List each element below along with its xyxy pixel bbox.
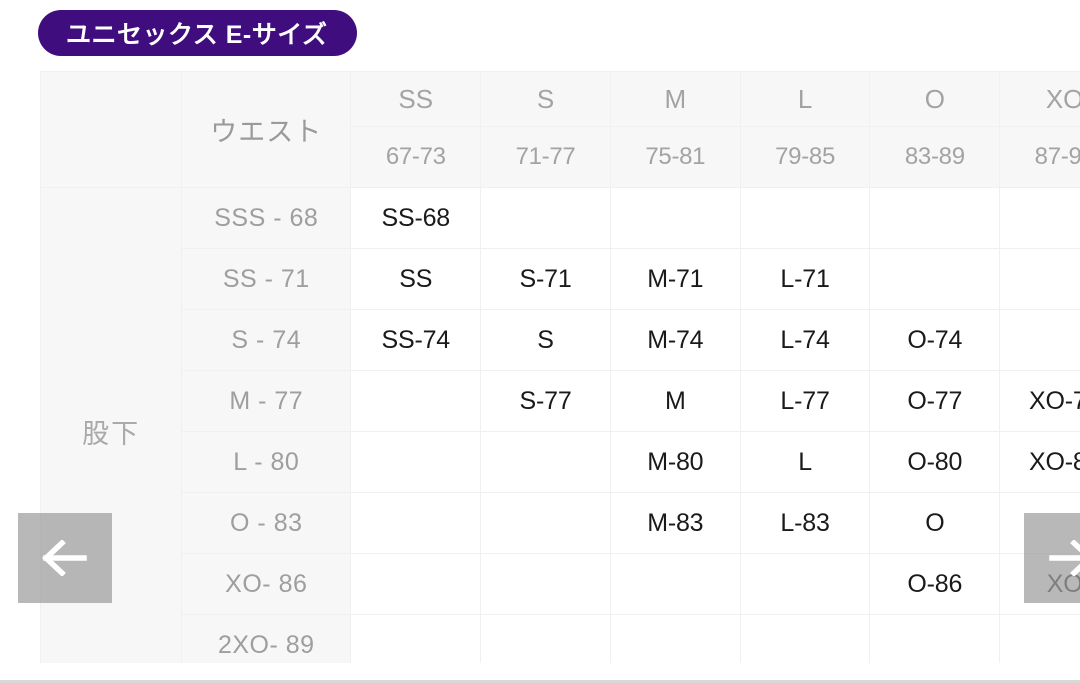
- next-slide-button[interactable]: [1024, 513, 1080, 603]
- size-cell: [480, 492, 611, 554]
- size-cell: [350, 614, 482, 663]
- size-cell: M-80: [609, 431, 741, 493]
- row-label: SSS - 68: [181, 187, 352, 249]
- size-cell: [999, 309, 1080, 371]
- size-cell: XO-80: [999, 431, 1080, 493]
- row-label: 2XO- 89: [181, 614, 352, 663]
- header-size-l: L: [739, 71, 871, 127]
- size-table: ウエスト SS S M L O XO 67-73 71-77 75-81 79-…: [40, 71, 1080, 663]
- size-cell: L-74: [739, 309, 871, 371]
- size-cell: [869, 248, 1001, 310]
- size-table-head: ウエスト SS S M L O XO 67-73 71-77 75-81 79-…: [40, 71, 1080, 188]
- size-table-scroll-area[interactable]: ウエスト SS S M L O XO 67-73 71-77 75-81 79-…: [40, 71, 1080, 663]
- table-row: M - 77 S-77 M L-77 O-77 XO-77: [41, 370, 1080, 432]
- arrow-left-icon: [40, 540, 90, 576]
- size-cell: [350, 553, 482, 615]
- header-range-m: 75-81: [609, 126, 741, 188]
- size-cell: [869, 614, 1001, 663]
- header-size-ss: SS: [350, 71, 482, 127]
- size-cell: L: [739, 431, 871, 493]
- size-cell: [480, 614, 611, 663]
- size-cell: [480, 553, 611, 615]
- size-cell: [609, 187, 741, 249]
- table-row: L - 80 M-80 L O-80 XO-80: [41, 431, 1080, 493]
- arrow-right-icon: [1046, 540, 1080, 576]
- table-row: S - 74 SS-74 S M-74 L-74 O-74: [41, 309, 1080, 371]
- table-row: XO- 86 O-86 XO: [41, 553, 1080, 615]
- previous-slide-button[interactable]: [18, 513, 112, 603]
- side-header-inseam: 股下: [40, 187, 183, 663]
- size-cell: S: [480, 309, 611, 371]
- size-cell: [999, 187, 1080, 249]
- size-cell: S-71: [480, 248, 611, 310]
- size-cell: [999, 614, 1080, 663]
- size-cell: M-83: [609, 492, 741, 554]
- table-row: SS - 71 SS S-71 M-71 L-71: [41, 248, 1080, 310]
- size-cell: [739, 614, 871, 663]
- header-size-m: M: [609, 71, 741, 127]
- header-waist-label: ウエスト: [181, 71, 352, 188]
- size-cell: [609, 614, 741, 663]
- size-cell: L-83: [739, 492, 871, 554]
- size-cell: M-71: [609, 248, 741, 310]
- size-cell: SS: [350, 248, 482, 310]
- header-range-s: 71-77: [480, 126, 611, 188]
- size-cell: O-74: [869, 309, 1001, 371]
- size-cell: SS-68: [350, 187, 482, 249]
- size-cell: M: [609, 370, 741, 432]
- row-label: XO- 86: [181, 553, 352, 615]
- size-cell: [350, 370, 482, 432]
- bottom-divider: [0, 680, 1080, 683]
- row-label: M - 77: [181, 370, 352, 432]
- header-range-l: 79-85: [739, 126, 871, 188]
- size-cell: [999, 248, 1080, 310]
- row-label: O - 83: [181, 492, 352, 554]
- size-chart-title-badge: ユニセックス E-サイズ: [38, 10, 358, 56]
- size-cell: SS-74: [350, 309, 482, 371]
- size-cell: [739, 553, 871, 615]
- table-row: O - 83 M-83 L-83 O: [41, 492, 1080, 554]
- size-cell: L-71: [739, 248, 871, 310]
- size-cell: [869, 187, 1001, 249]
- size-cell: O-86: [869, 553, 1001, 615]
- header-size-xo: XO: [999, 71, 1080, 127]
- size-cell: O-77: [869, 370, 1001, 432]
- table-row: 2XO- 89: [41, 614, 1080, 663]
- row-label: SS - 71: [181, 248, 352, 310]
- size-cell: [350, 431, 482, 493]
- size-table-body: 股下 SSS - 68 SS-68 SS - 71 SS S-71 M-71 L…: [40, 187, 1080, 663]
- header-range-ss: 67-73: [350, 126, 482, 188]
- size-cell: XO-77: [999, 370, 1080, 432]
- size-cell: S-77: [480, 370, 611, 432]
- header-corner-blank: [40, 71, 183, 188]
- size-cell: O: [869, 492, 1001, 554]
- table-row: 股下 SSS - 68 SS-68: [40, 187, 1080, 663]
- row-label: L - 80: [181, 431, 352, 493]
- size-cell: [480, 431, 611, 493]
- header-row-waist-ranges: 67-73 71-77 75-81 79-85 83-89 87-93: [41, 126, 1080, 188]
- header-size-o: O: [869, 71, 1001, 127]
- size-cell: O-80: [869, 431, 1001, 493]
- header-range-o: 83-89: [869, 126, 1001, 188]
- size-cell: [609, 553, 741, 615]
- size-cell: L-77: [739, 370, 871, 432]
- size-cell: [480, 187, 611, 249]
- header-row-size-names: ウエスト SS S M L O XO: [40, 71, 1080, 188]
- size-cell: [739, 187, 871, 249]
- size-cell: [350, 492, 482, 554]
- size-cell: M-74: [609, 309, 741, 371]
- header-range-xo: 87-93: [999, 126, 1080, 188]
- header-size-s: S: [480, 71, 611, 127]
- row-label: S - 74: [181, 309, 352, 371]
